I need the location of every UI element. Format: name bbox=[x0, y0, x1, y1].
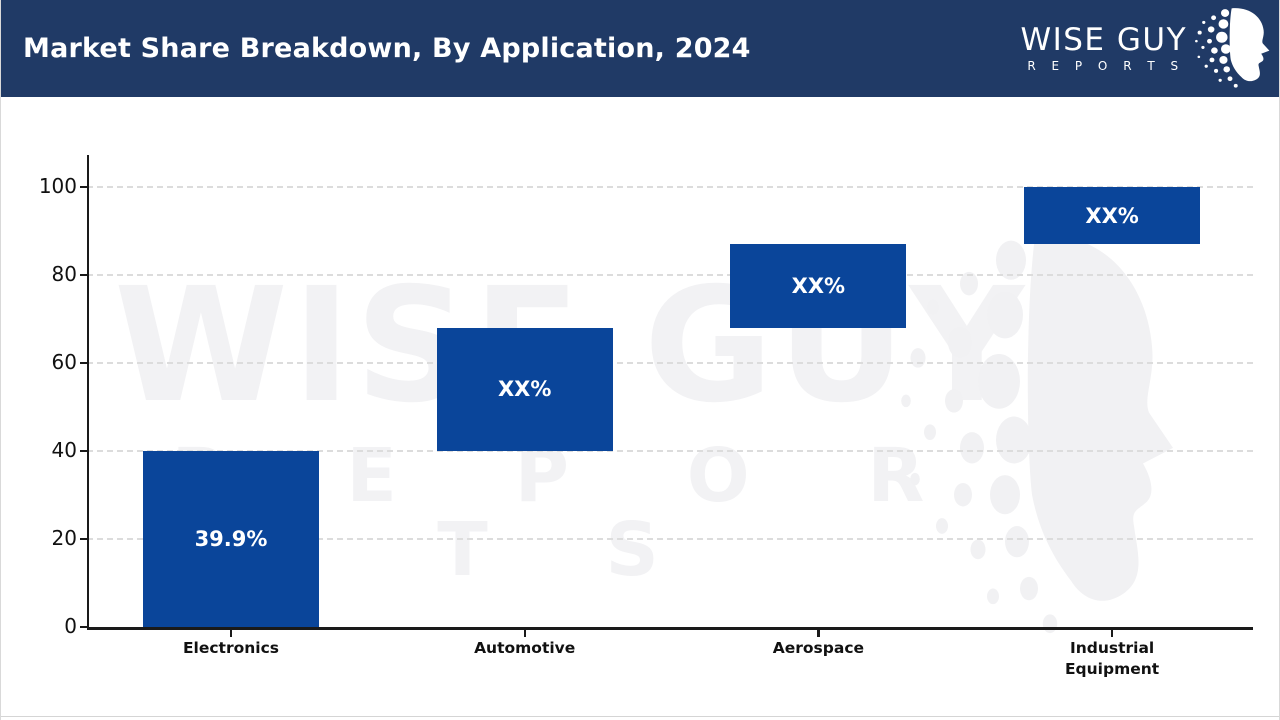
logo-text: WISE GUY R E P O R T S bbox=[1020, 22, 1187, 73]
bar-value-label: 39.9% bbox=[194, 527, 268, 552]
y-tick-label-60: 60 bbox=[51, 350, 77, 374]
page-title: Market Share Breakdown, By Application, … bbox=[23, 33, 751, 64]
watermark-head-icon bbox=[901, 235, 1173, 634]
bar-value-label: XX% bbox=[497, 377, 552, 402]
logo-wordmark: WISE GUY bbox=[1020, 22, 1187, 58]
logo-subtitle: R E P O R T S bbox=[1027, 59, 1185, 73]
x-axis-line bbox=[87, 627, 1253, 630]
bar-industrial-equipment: XX% bbox=[1024, 187, 1201, 245]
y-tick-mark-80 bbox=[80, 274, 87, 277]
bar-aerospace: XX% bbox=[730, 244, 907, 328]
bar-value-label: XX% bbox=[791, 273, 846, 298]
y-tick-label-20: 20 bbox=[51, 526, 77, 550]
bottom-border-rule bbox=[1, 716, 1279, 717]
header-bar: Market Share Breakdown, By Application, … bbox=[1, 0, 1279, 97]
category-label-0: Electronics bbox=[182, 639, 280, 657]
x-tick-mark-3 bbox=[1111, 630, 1114, 637]
y-axis-line bbox=[87, 155, 90, 630]
bar-automotive: XX% bbox=[436, 327, 613, 451]
y-tick-label-40: 40 bbox=[51, 438, 77, 462]
y-tick-mark-0 bbox=[80, 626, 87, 629]
chart-plot-area: WISE GUY R E P O R T S 0 20 40 60 80 100 39.9%… bbox=[1, 97, 1279, 716]
x-tick-mark-2 bbox=[817, 630, 820, 637]
gridline-40 bbox=[87, 450, 1253, 452]
x-tick-mark-0 bbox=[230, 630, 233, 637]
bar-electronics: 39.9% bbox=[143, 451, 319, 627]
gridline-100 bbox=[87, 186, 1253, 188]
y-tick-label-80: 80 bbox=[51, 262, 77, 286]
category-label-1: Automotive bbox=[474, 639, 576, 657]
dotted-head-profile-icon bbox=[1195, 7, 1270, 88]
y-tick-mark-20 bbox=[80, 538, 87, 541]
gridline-80 bbox=[87, 274, 1253, 276]
category-label-3: Industrial Equipment bbox=[1064, 639, 1160, 678]
x-tick-mark-1 bbox=[523, 630, 527, 637]
y-tick-mark-40 bbox=[80, 450, 87, 453]
bar-value-label: XX% bbox=[1085, 203, 1139, 228]
y-tick-mark-100 bbox=[80, 186, 87, 189]
wise-guy-reports-logo: WISE GUY R E P O R T S bbox=[1020, 6, 1271, 92]
y-tick-label-100: 100 bbox=[38, 174, 77, 198]
y-tick-mark-60 bbox=[80, 362, 87, 365]
gridline-20 bbox=[87, 538, 1253, 540]
y-tick-label-0: 0 bbox=[64, 614, 77, 638]
category-label-2: Aerospace bbox=[772, 639, 865, 657]
gridline-60 bbox=[87, 362, 1253, 364]
